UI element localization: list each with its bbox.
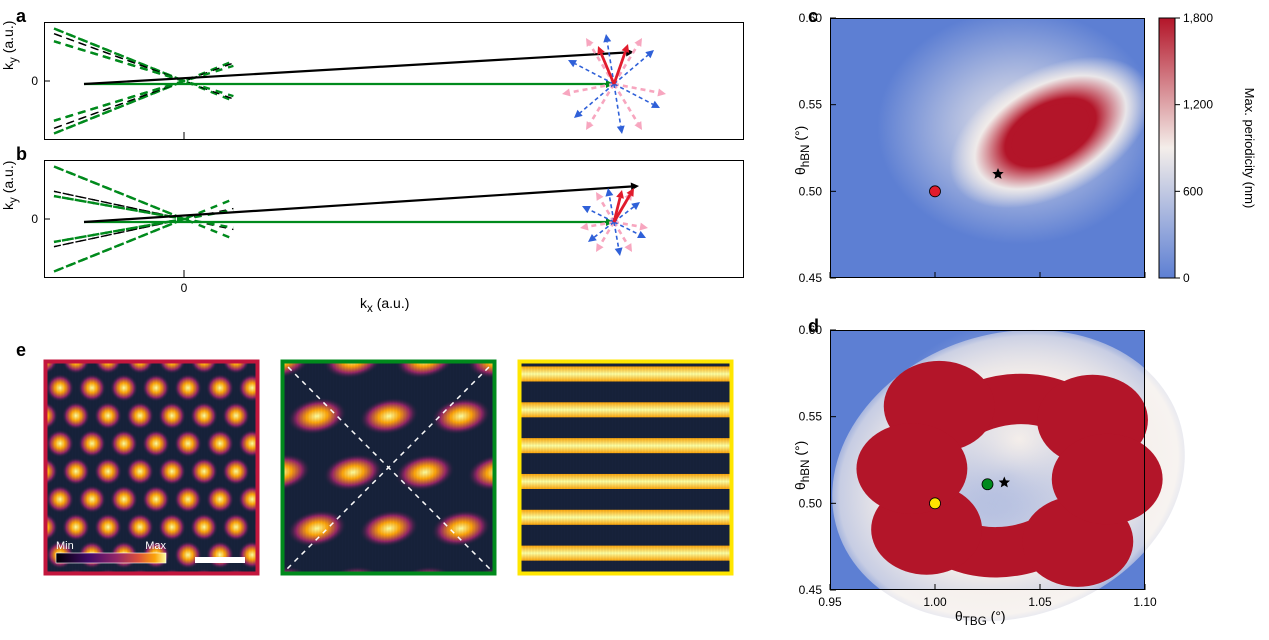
colorbar: 06001,2001,800Max. periodicity (nm)	[1159, 18, 1269, 282]
svg-text:0: 0	[181, 281, 188, 295]
panel-b: 00	[44, 160, 744, 278]
svg-text:Max: Max	[145, 540, 166, 552]
svg-text:Max. periodicity (nm): Max. periodicity (nm)	[1242, 88, 1257, 209]
svg-text:1.05: 1.05	[1028, 595, 1052, 609]
svg-text:600: 600	[1183, 184, 1203, 198]
svg-text:1,200: 1,200	[1183, 98, 1213, 112]
svg-text:0.55: 0.55	[799, 98, 823, 112]
ky-label-a: ky (a.u.)	[0, 21, 16, 70]
svg-text:0.45: 0.45	[799, 271, 823, 285]
svg-text:0: 0	[1183, 271, 1190, 285]
svg-text:1,800: 1,800	[1183, 11, 1213, 25]
svg-text:1.00: 1.00	[923, 595, 947, 609]
svg-text:0.45: 0.45	[799, 583, 823, 597]
ky-label-b: ky (a.u.)	[0, 161, 16, 210]
xlab-d: θTBG (°)	[955, 608, 1006, 628]
svg-text:Min: Min	[56, 540, 74, 552]
ylab-d: θhBN (°)	[792, 441, 808, 490]
svg-text:0.60: 0.60	[799, 11, 823, 25]
panel-label-e: e	[16, 340, 26, 361]
svg-text:0.50: 0.50	[799, 496, 823, 510]
panel-c: 0.450.500.550.60	[830, 18, 1145, 278]
svg-text:0.55: 0.55	[799, 410, 823, 424]
figure: { "layout": { "panel_a": {"x": 44, "y": …	[0, 0, 1269, 640]
svg-text:0: 0	[31, 212, 38, 226]
svg-text:1.10: 1.10	[1133, 595, 1157, 609]
svg-text:0.95: 0.95	[818, 595, 842, 609]
panel-a: 0	[44, 22, 744, 140]
svg-text:0: 0	[31, 74, 38, 88]
svg-text:0.50: 0.50	[799, 184, 823, 198]
svg-text:0.60: 0.60	[799, 323, 823, 337]
panel-e: Min Max	[44, 360, 744, 585]
ylab-c: θhBN (°)	[792, 126, 808, 175]
kx-label: kx (a.u.)	[360, 295, 409, 315]
panel-d: 0.951.001.051.100.450.500.550.60	[830, 330, 1145, 590]
